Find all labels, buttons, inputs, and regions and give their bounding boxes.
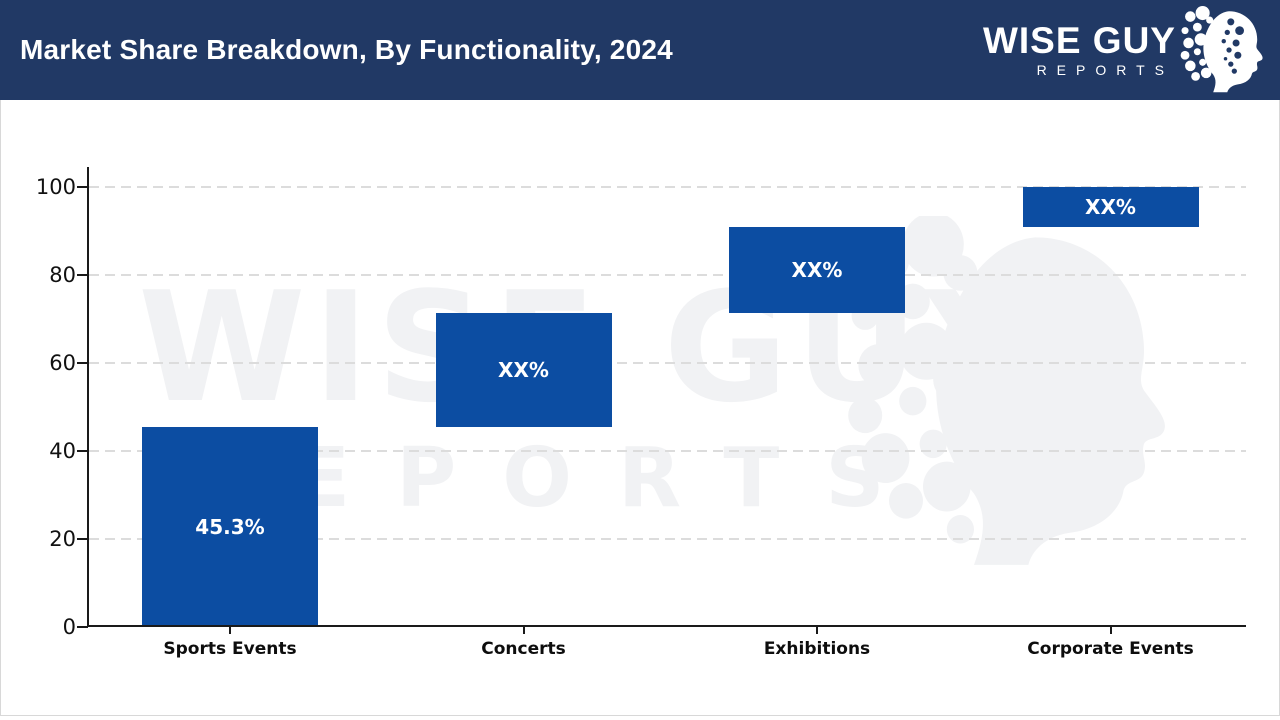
watermark-head-graphic bbox=[848, 216, 1165, 565]
category-label: Corporate Events bbox=[1027, 639, 1194, 659]
bar-exhibitions: XX% bbox=[729, 227, 905, 313]
bar-value-label: XX% bbox=[1085, 194, 1136, 219]
logo-head-icon bbox=[1180, 6, 1263, 93]
gridline bbox=[89, 537, 1246, 540]
category-label: Exhibitions bbox=[763, 639, 871, 659]
category-label: Sports Events bbox=[163, 639, 297, 659]
wiseguy-logo: WISE GUY REPORTS bbox=[983, 6, 1266, 94]
bar-value-label: 45.3% bbox=[195, 514, 265, 539]
bar-sports-events: 45.3% bbox=[142, 427, 318, 627]
logo-subtext: REPORTS bbox=[1036, 62, 1174, 78]
y-tick-mark bbox=[77, 537, 88, 540]
y-tick-label: 0 bbox=[62, 614, 76, 639]
logo-wordmark: WISE GUY bbox=[982, 20, 1176, 61]
bar-value-label: XX% bbox=[498, 357, 549, 382]
y-tick-label: 80 bbox=[49, 262, 76, 287]
chart-title: Market Share Breakdown, By Functionality… bbox=[20, 34, 673, 65]
bar-value-label: XX% bbox=[791, 258, 843, 283]
y-tick-mark bbox=[77, 361, 88, 364]
y-tick-label: 40 bbox=[49, 438, 76, 463]
y-tick-label: 60 bbox=[49, 350, 76, 375]
x-tick-mark bbox=[816, 627, 818, 634]
logo-text: WISE GUY REPORTS bbox=[982, 20, 1176, 79]
bar-concerts: XX% bbox=[435, 312, 612, 428]
gridline bbox=[89, 361, 1246, 364]
y-tick-label: 100 bbox=[35, 174, 76, 199]
x-tick-mark bbox=[1109, 627, 1112, 634]
x-tick-mark bbox=[522, 627, 525, 634]
y-tick-mark bbox=[77, 273, 88, 276]
gridline bbox=[89, 449, 1246, 452]
y-axis-line bbox=[87, 167, 89, 627]
bar-corporate-events: XX% bbox=[1022, 186, 1199, 228]
gridline bbox=[89, 185, 1246, 188]
gridline bbox=[89, 273, 1246, 276]
category-label: Concerts bbox=[481, 639, 566, 659]
y-tick-mark bbox=[77, 185, 88, 188]
header-bar: Market Share Breakdown, By Functionality… bbox=[0, 0, 1280, 100]
x-tick-mark bbox=[229, 627, 231, 634]
y-tick-label: 20 bbox=[49, 526, 76, 551]
x-axis-line bbox=[87, 625, 1246, 627]
y-tick-mark bbox=[77, 449, 88, 452]
y-tick-mark bbox=[77, 625, 88, 628]
